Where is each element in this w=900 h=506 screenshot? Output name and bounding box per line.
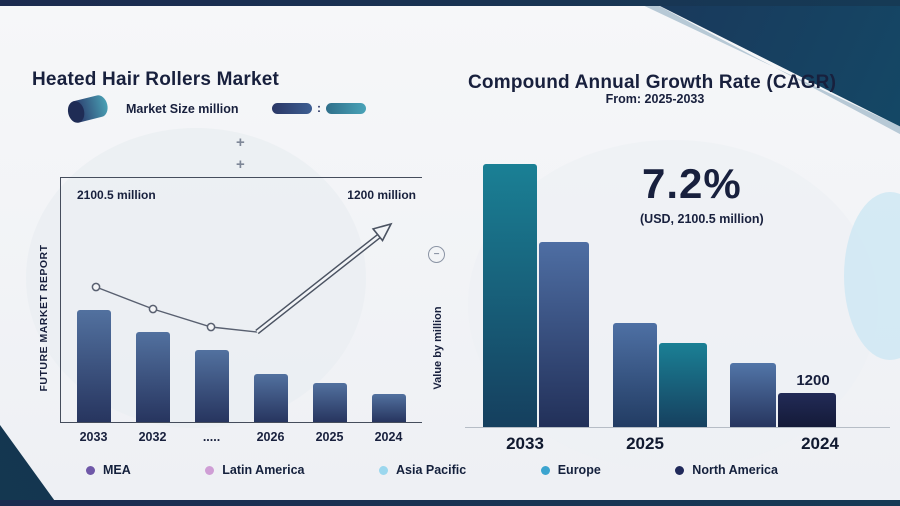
legend-dot [379, 465, 389, 475]
bottom-strip [0, 500, 900, 506]
plus-decoration: + [236, 156, 245, 173]
left-x-label: 2024 [374, 430, 403, 444]
market-size-bar-..... [195, 350, 230, 422]
cagr-bar-2024-2 [778, 393, 836, 427]
plus-decoration: + [236, 134, 245, 151]
left-x-label: 2025 [315, 430, 344, 444]
start-value-annotation: 2100.5 million [77, 188, 156, 202]
right-chart-y-axis-label: Value by million [432, 306, 444, 390]
minus-circle-decoration: − [428, 246, 445, 263]
legend-label: Asia Pacific [396, 463, 467, 477]
page-title: Heated Hair Rollers Market [32, 68, 280, 90]
cagr-bar-2024-1 [730, 363, 776, 427]
legend-label: Europe [557, 463, 601, 477]
left-chart-column [65, 310, 124, 422]
cagr-chart: 1200 [465, 160, 890, 428]
cagr-subtitle: From: 2025-2033 [605, 92, 705, 106]
legend-label: Latin America [222, 463, 305, 477]
market-size-bar-2032 [136, 332, 171, 422]
market-size-chart: 2100.5 million 1200 million [60, 177, 422, 423]
legend-item-latin-america: Latin America [205, 463, 305, 477]
legend-dot [86, 465, 95, 475]
market-size-legend: Market Size million : [62, 90, 402, 132]
cagr-note: (USD, 2100.5 million) [640, 212, 764, 226]
legend-label: North America [692, 463, 778, 477]
legend-dot [205, 465, 215, 475]
market-size-bar-2024 [371, 394, 406, 422]
top-strip [0, 0, 900, 6]
market-size-bar-2026 [253, 374, 288, 422]
end-value-annotation: 1200 million [347, 188, 416, 202]
legend-label: MEA [103, 463, 131, 477]
market-size-bar-2033 [77, 310, 112, 422]
pill-navy [272, 103, 312, 114]
legend-dot [675, 465, 685, 475]
pill-teal [326, 103, 366, 114]
cagr-bar-2033-2 [539, 242, 589, 427]
right-x-label: 2025 [626, 434, 664, 453]
legend-item-north-america: North America [675, 463, 778, 477]
value-annotation-1200: 1200 [796, 372, 830, 389]
cagr-title: Compound Annual Growth Rate (CAGR) [468, 71, 837, 93]
legend-dot [540, 465, 550, 475]
legend-pills: : [272, 101, 366, 115]
right-x-label: 2024 [801, 434, 839, 453]
left-chart-column [124, 332, 183, 422]
market-size-bar-2025 [312, 383, 347, 422]
market-size-label: Market Size million [126, 102, 239, 116]
left-chart-bars [65, 178, 418, 422]
right-chart-x-axis: 2033 2025 2024 [465, 434, 890, 456]
legend-item-asia-pacific: Asia Pacific [379, 463, 466, 477]
left-chart-column [241, 374, 300, 422]
left-chart-y-axis-label: FUTURE MARKET REPORT [38, 244, 50, 392]
left-chart-column [183, 350, 242, 422]
left-chart-column [359, 394, 418, 422]
legend-item-mea: MEA [86, 463, 131, 477]
right-x-label: 2033 [506, 434, 544, 453]
pill-colon: : [317, 101, 321, 115]
legend-item-europe: Europe [540, 463, 601, 477]
left-chart-column [300, 383, 359, 422]
cagr-bar-2033-1 [483, 164, 537, 427]
cagr-percentage: 7.2% [642, 160, 742, 207]
cagr-bar-2025-2 [659, 343, 707, 427]
left-chart-x-axis: 2033 2032..... 2026 2025 2024 [60, 430, 422, 444]
left-x-label: ..... [202, 430, 221, 444]
left-x-label: 2032 [138, 430, 167, 444]
cylinder-icon [62, 90, 114, 135]
left-x-label: 2026 [256, 430, 285, 444]
left-x-label: 2033 [79, 430, 108, 444]
cagr-bar-2025-1 [613, 323, 657, 427]
trend-arrow-overlay [91, 222, 393, 335]
region-legend: MEA Latin America Asia Pacific Europe North … [86, 463, 778, 477]
